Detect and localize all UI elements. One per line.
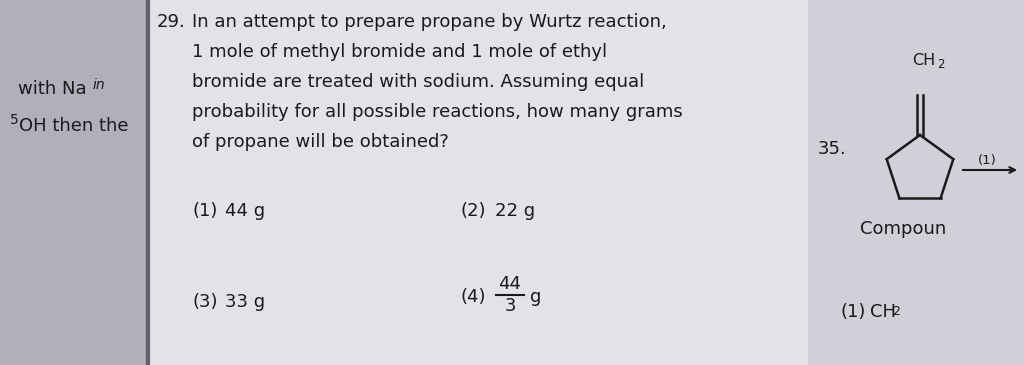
- Text: in: in: [93, 78, 105, 92]
- Text: (1): (1): [193, 202, 217, 220]
- Text: (3): (3): [193, 293, 217, 311]
- Bar: [0, 0, 148, 365]
- Text: Compoun: Compoun: [860, 220, 946, 238]
- Text: with Na: with Na: [18, 80, 87, 98]
- Bar: [148, 0, 808, 365]
- Text: g: g: [530, 288, 542, 306]
- Text: 33 g: 33 g: [225, 293, 265, 311]
- Text: (1): (1): [840, 303, 865, 321]
- Text: 1 mole of methyl bromide and 1 mole of ethyl: 1 mole of methyl bromide and 1 mole of e…: [193, 43, 607, 61]
- Text: 44: 44: [499, 275, 521, 293]
- Text: (1): (1): [978, 154, 997, 167]
- Text: 5: 5: [10, 113, 18, 127]
- Text: of propane will be obtained?: of propane will be obtained?: [193, 133, 449, 151]
- Text: CH: CH: [870, 303, 896, 321]
- Text: 44 g: 44 g: [225, 202, 265, 220]
- Text: In an attempt to prepare propane by Wurtz reaction,: In an attempt to prepare propane by Wurt…: [193, 13, 667, 31]
- Text: 2: 2: [937, 58, 944, 71]
- Text: 35.: 35.: [818, 140, 847, 158]
- Text: (2): (2): [460, 202, 485, 220]
- Text: probability for all possible reactions, how many grams: probability for all possible reactions, …: [193, 103, 683, 121]
- Text: 29.: 29.: [157, 13, 185, 31]
- Text: OH then the: OH then the: [19, 117, 128, 135]
- Text: 3: 3: [504, 297, 516, 315]
- Text: CH: CH: [912, 53, 935, 68]
- Text: 22 g: 22 g: [495, 202, 536, 220]
- Text: 2: 2: [892, 305, 900, 318]
- Bar: [808, 0, 1024, 365]
- Text: (4): (4): [460, 288, 485, 306]
- Text: bromide are treated with sodium. Assuming equal: bromide are treated with sodium. Assumin…: [193, 73, 644, 91]
